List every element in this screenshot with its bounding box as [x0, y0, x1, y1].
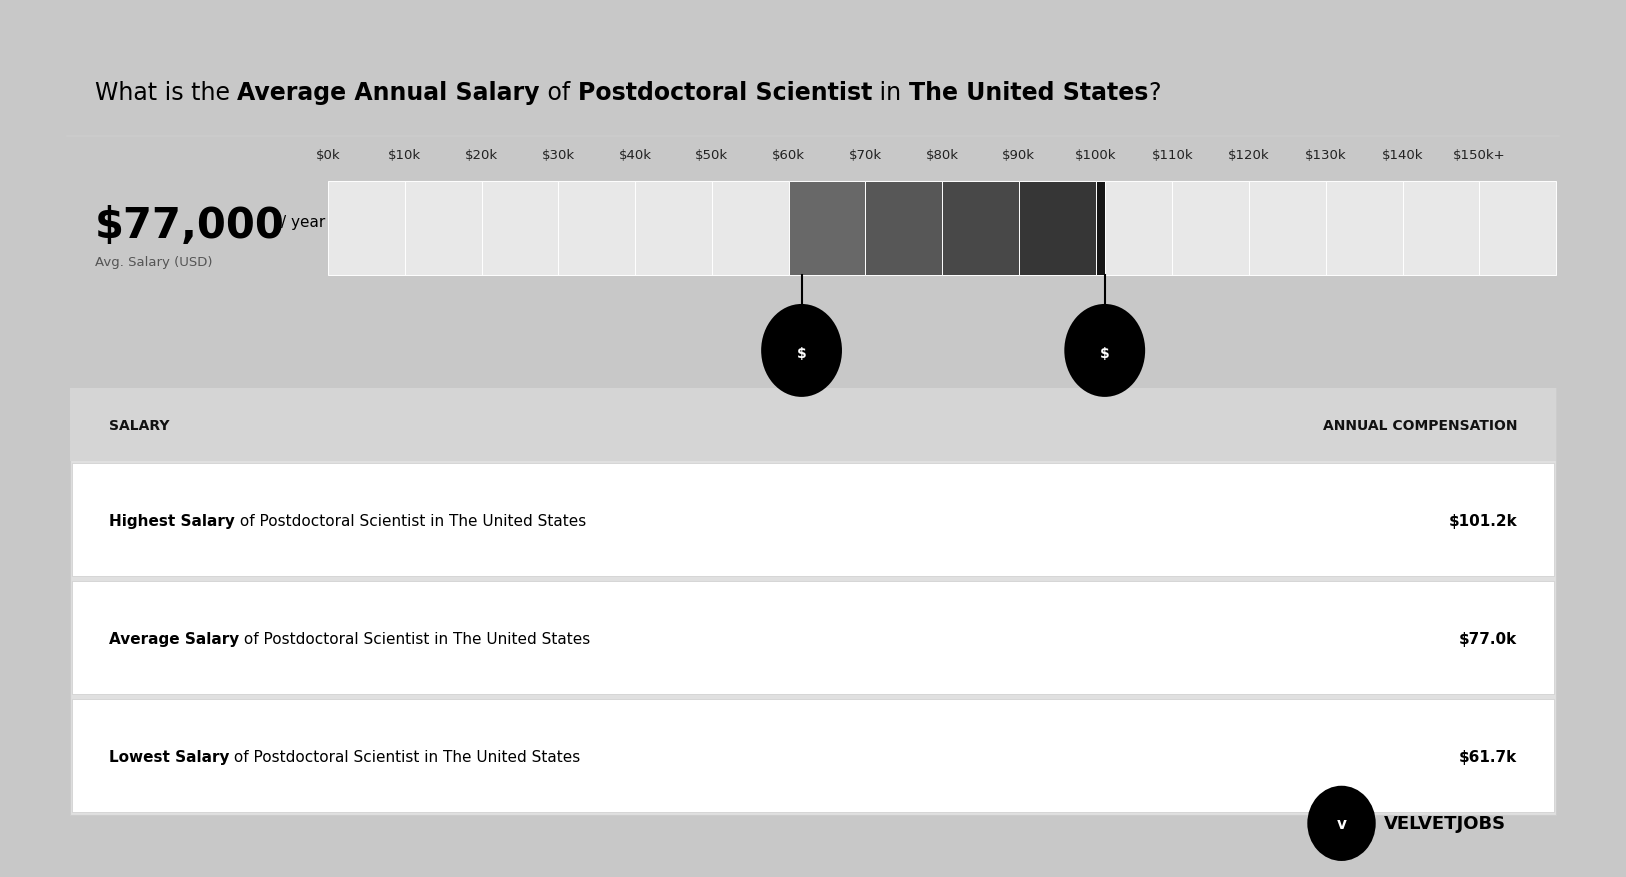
Text: $140k: $140k — [1382, 149, 1423, 162]
FancyBboxPatch shape — [1096, 182, 1104, 276]
Text: ?: ? — [1148, 81, 1161, 104]
Text: Lowest Salary: Lowest Salary — [109, 749, 229, 764]
Text: in: in — [872, 81, 909, 104]
Text: $61.7k: $61.7k — [1459, 749, 1517, 764]
Text: $40k: $40k — [618, 149, 652, 162]
Text: $20k: $20k — [465, 149, 498, 162]
Text: ANNUAL COMPENSATION: ANNUAL COMPENSATION — [1322, 418, 1517, 432]
Text: of: of — [540, 81, 577, 104]
FancyBboxPatch shape — [636, 182, 712, 276]
Text: $80k: $80k — [925, 149, 958, 162]
Text: $30k: $30k — [541, 149, 576, 162]
Text: of Postdoctoral Scientist in The United States: of Postdoctoral Scientist in The United … — [234, 513, 585, 528]
FancyBboxPatch shape — [1325, 182, 1403, 276]
FancyBboxPatch shape — [941, 182, 1020, 276]
Text: The United States: The United States — [909, 81, 1148, 104]
Text: $130k: $130k — [1306, 149, 1346, 162]
Text: of Postdoctoral Scientist in The United States: of Postdoctoral Scientist in The United … — [229, 749, 580, 764]
Text: Avg. Salary (USD): Avg. Salary (USD) — [94, 255, 213, 268]
Text: What is the: What is the — [94, 81, 237, 104]
Text: $90k: $90k — [1002, 149, 1036, 162]
Text: $70k: $70k — [849, 149, 881, 162]
Ellipse shape — [789, 320, 815, 335]
Text: $0k: $0k — [315, 149, 340, 162]
FancyBboxPatch shape — [70, 389, 1556, 462]
Text: $100k: $100k — [1075, 149, 1117, 162]
FancyBboxPatch shape — [405, 182, 481, 276]
FancyBboxPatch shape — [1403, 182, 1480, 276]
FancyBboxPatch shape — [481, 182, 558, 276]
Text: $50k: $50k — [696, 149, 728, 162]
Text: $10k: $10k — [389, 149, 421, 162]
Text: / year: / year — [281, 214, 325, 230]
FancyBboxPatch shape — [789, 182, 865, 276]
FancyBboxPatch shape — [70, 389, 1556, 815]
Text: VELVETJOBS: VELVETJOBS — [1384, 815, 1506, 832]
Text: Postdoctoral Scientist: Postdoctoral Scientist — [577, 81, 872, 104]
FancyBboxPatch shape — [72, 581, 1554, 694]
FancyBboxPatch shape — [712, 182, 789, 276]
Text: $77.0k: $77.0k — [1459, 631, 1517, 646]
FancyBboxPatch shape — [72, 463, 1554, 576]
Ellipse shape — [1307, 786, 1376, 861]
FancyBboxPatch shape — [1020, 182, 1096, 276]
FancyBboxPatch shape — [865, 182, 941, 276]
Ellipse shape — [761, 304, 842, 397]
FancyBboxPatch shape — [328, 182, 405, 276]
FancyBboxPatch shape — [1480, 182, 1556, 276]
Text: $77,000: $77,000 — [94, 205, 285, 247]
FancyBboxPatch shape — [1249, 182, 1325, 276]
FancyBboxPatch shape — [1104, 182, 1172, 276]
Ellipse shape — [1091, 320, 1117, 335]
Text: Highest Salary: Highest Salary — [109, 513, 234, 528]
FancyBboxPatch shape — [558, 182, 636, 276]
Text: $: $ — [797, 346, 806, 360]
Text: SALARY: SALARY — [109, 418, 169, 432]
Text: $60k: $60k — [772, 149, 805, 162]
FancyBboxPatch shape — [72, 699, 1554, 812]
Text: Average Salary: Average Salary — [109, 631, 239, 646]
Text: Average Annual Salary: Average Annual Salary — [237, 81, 540, 104]
Text: of Postdoctoral Scientist in The United States: of Postdoctoral Scientist in The United … — [239, 631, 590, 646]
Text: $110k: $110k — [1151, 149, 1193, 162]
Text: $101.2k: $101.2k — [1449, 513, 1517, 528]
Text: $150k+: $150k+ — [1454, 149, 1506, 162]
Text: $120k: $120k — [1228, 149, 1270, 162]
Text: $: $ — [1099, 346, 1109, 360]
Ellipse shape — [1065, 304, 1145, 397]
FancyBboxPatch shape — [1172, 182, 1249, 276]
Text: v: v — [1337, 816, 1346, 831]
